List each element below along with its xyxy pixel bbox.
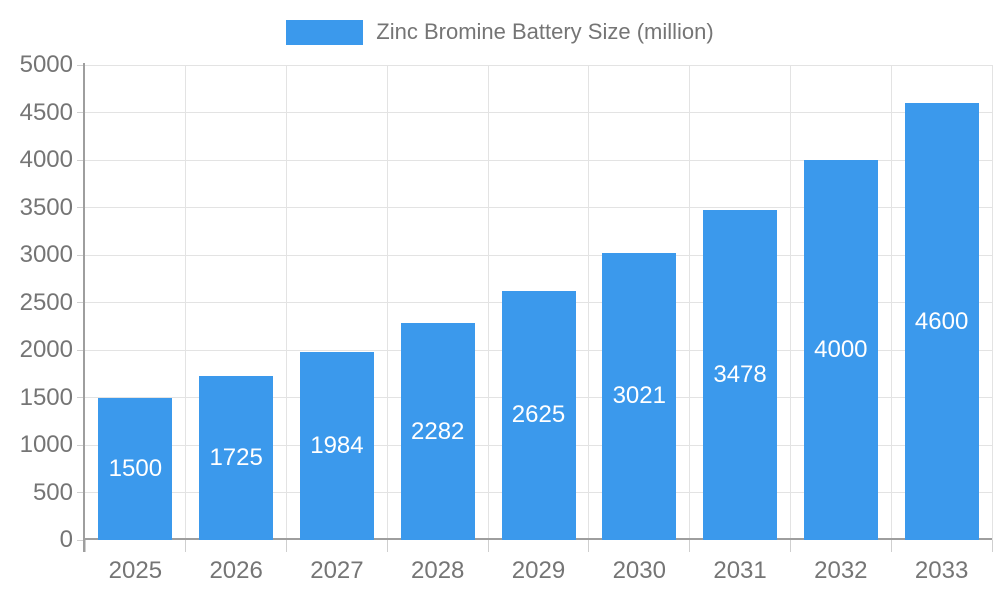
- gridline-horizontal: [85, 207, 992, 208]
- y-axis-label: 2500: [19, 288, 73, 316]
- bar[interactable]: 2282: [400, 323, 475, 540]
- y-axis-tick: [77, 539, 85, 541]
- y-axis-label: 4500: [19, 98, 73, 126]
- gridline-vertical: [286, 65, 288, 540]
- x-axis-tick: [588, 540, 590, 552]
- bar-value-label: 4600: [914, 307, 969, 335]
- gridline-vertical: [789, 65, 791, 540]
- y-axis-tick: [77, 492, 85, 493]
- x-axis-tick: [185, 540, 187, 552]
- gridline-horizontal: [85, 254, 992, 256]
- x-axis-label: 2029: [511, 557, 566, 584]
- y-axis-tick: [77, 112, 85, 113]
- x-axis-label: 2027: [310, 557, 364, 584]
- x-axis-tick: [789, 540, 791, 552]
- y-axis-tick: [77, 64, 85, 66]
- bar-value-label: 2625: [511, 401, 566, 429]
- bar[interactable]: 4000: [803, 160, 878, 540]
- y-axis-label: 1000: [19, 431, 73, 458]
- legend-swatch: [286, 19, 364, 45]
- x-axis-label: 2031: [713, 557, 767, 584]
- bar-value-label: 1500: [108, 454, 163, 482]
- y-axis-label: 500: [32, 478, 73, 506]
- y-axis-tick: [77, 159, 85, 161]
- bar-value-label: 4000: [814, 336, 868, 363]
- y-axis-tick: [77, 207, 85, 208]
- x-axis-label: 2028: [411, 557, 465, 584]
- bar[interactable]: 3021: [602, 253, 677, 540]
- legend[interactable]: Zinc Bromine Battery Size (million): [0, 17, 1000, 47]
- gridline-vertical: [689, 65, 691, 540]
- gridline-vertical: [890, 65, 892, 540]
- y-axis-label: 4000: [19, 146, 73, 173]
- bar-value-label: 3021: [612, 382, 666, 410]
- x-axis-tick: [890, 540, 892, 552]
- bar-value-label: 1984: [310, 431, 364, 459]
- bar[interactable]: 3478: [703, 209, 778, 540]
- bar[interactable]: 2625: [501, 290, 576, 540]
- bar-value-label: 2282: [411, 417, 465, 445]
- x-axis-tick: [386, 540, 388, 552]
- y-axis-tick: [77, 444, 85, 446]
- x-axis-label: 2033: [914, 557, 969, 584]
- y-axis-label: 2000: [19, 336, 73, 363]
- y-axis-label: 3500: [19, 193, 73, 221]
- gridline-horizontal: [85, 159, 992, 161]
- gridline-vertical: [487, 65, 489, 540]
- gridline-vertical: [386, 65, 388, 540]
- gridline-horizontal: [85, 112, 992, 113]
- x-axis-label: 2025: [108, 557, 163, 584]
- y-axis-label: 1500: [19, 383, 73, 411]
- x-axis-label: 2026: [209, 557, 263, 584]
- x-axis-tick: [84, 540, 86, 552]
- y-axis-label: 5000: [19, 51, 73, 78]
- y-axis-tick: [77, 397, 85, 398]
- y-axis-line: [83, 63, 85, 552]
- y-axis-label: 3000: [19, 241, 73, 268]
- bar[interactable]: 1984: [299, 351, 374, 540]
- bar[interactable]: 4600: [904, 103, 979, 540]
- x-axis-tick: [991, 540, 993, 552]
- x-axis-label: 2030: [612, 557, 666, 584]
- bar[interactable]: 1500: [98, 397, 173, 540]
- y-axis-tick: [77, 349, 85, 351]
- x-axis-tick: [487, 540, 489, 552]
- gridline-horizontal: [85, 64, 992, 66]
- bar-value-label: 3478: [713, 360, 767, 388]
- bar-value-label: 1725: [209, 444, 263, 472]
- bar[interactable]: 1725: [199, 376, 274, 540]
- y-axis-label: 0: [59, 526, 73, 553]
- x-axis-label: 2032: [814, 557, 868, 584]
- x-axis-tick: [286, 540, 288, 552]
- x-axis-tick: [689, 540, 691, 552]
- gridline-vertical: [991, 65, 993, 540]
- y-axis-tick: [77, 254, 85, 256]
- legend-label: Zinc Bromine Battery Size (million): [376, 19, 714, 44]
- gridline-vertical: [185, 65, 187, 540]
- gridline-vertical: [588, 65, 590, 540]
- y-axis-tick: [77, 302, 85, 303]
